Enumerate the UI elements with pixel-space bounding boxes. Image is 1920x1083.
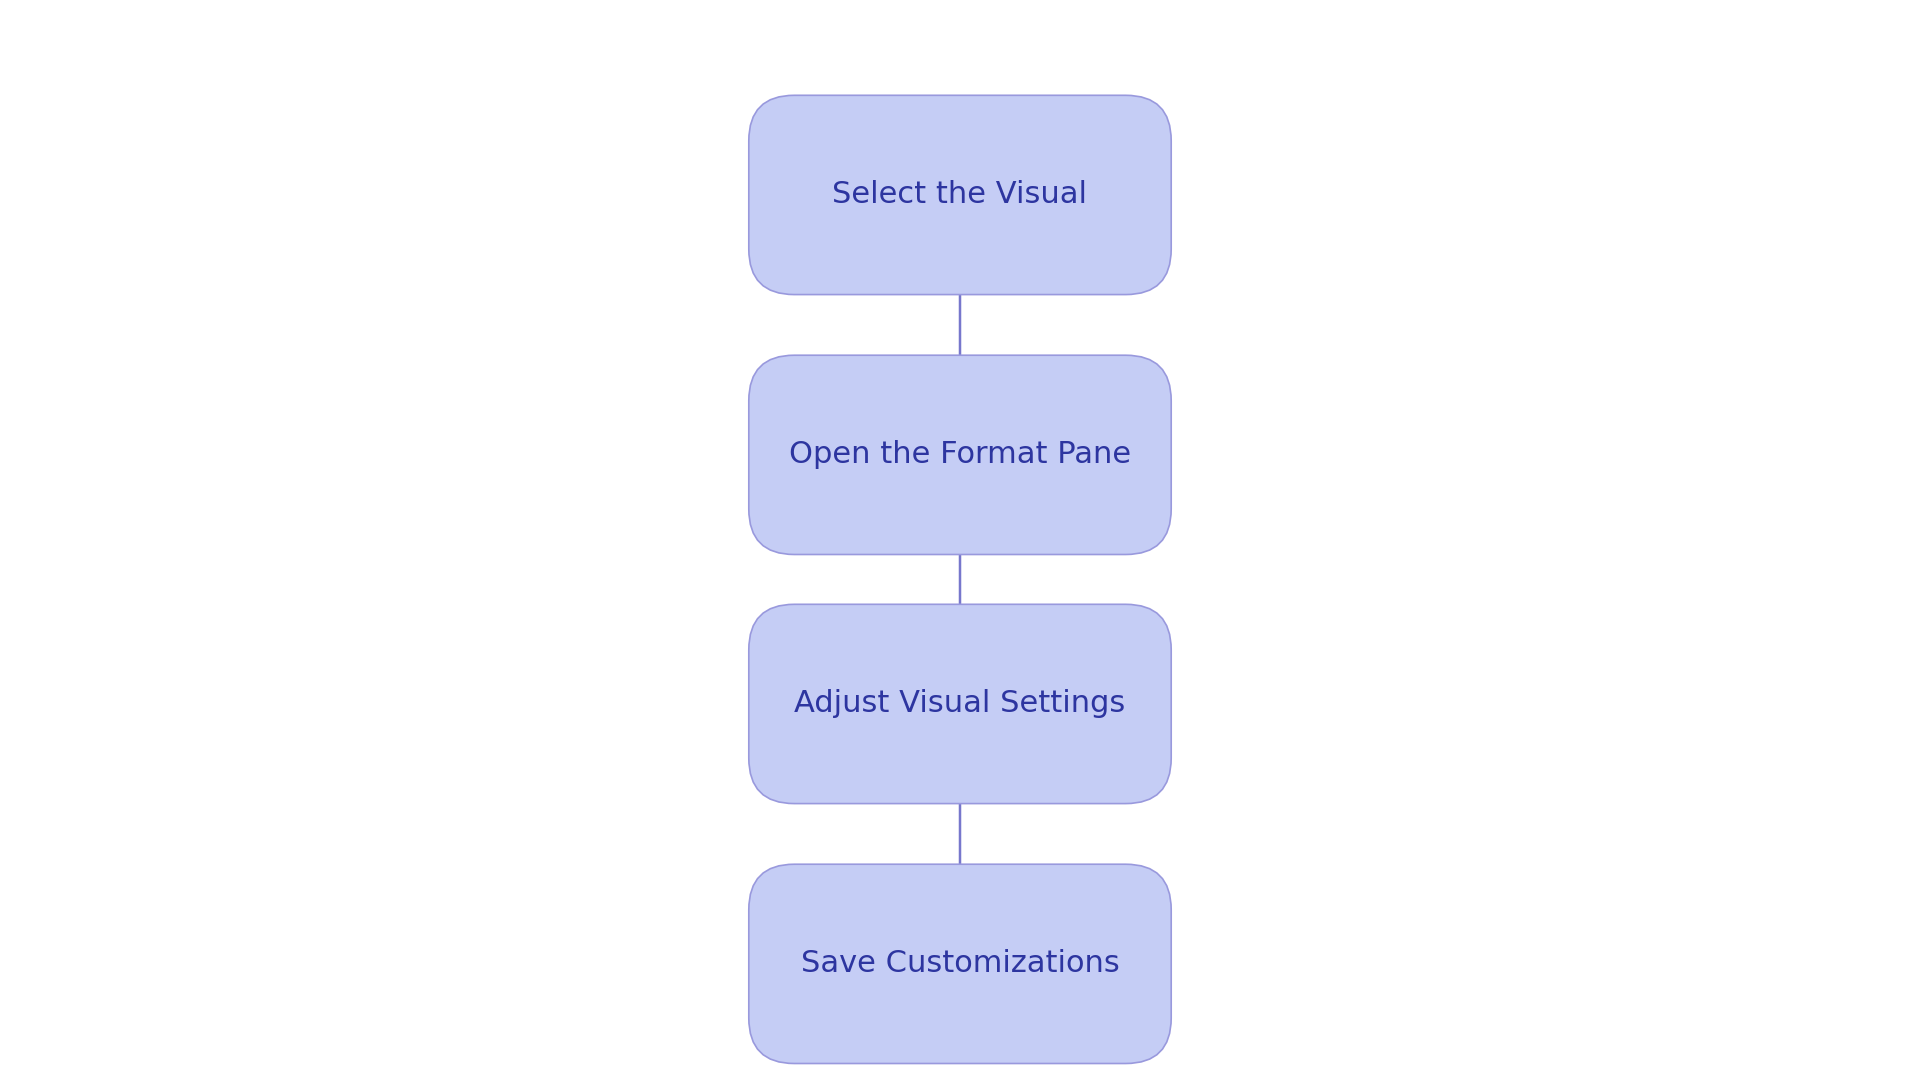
FancyBboxPatch shape — [749, 604, 1171, 804]
Text: Select the Visual: Select the Visual — [833, 181, 1087, 209]
Text: Save Customizations: Save Customizations — [801, 950, 1119, 978]
FancyBboxPatch shape — [749, 864, 1171, 1064]
FancyBboxPatch shape — [749, 355, 1171, 554]
Text: Adjust Visual Settings: Adjust Visual Settings — [795, 690, 1125, 718]
Text: Open the Format Pane: Open the Format Pane — [789, 441, 1131, 469]
FancyBboxPatch shape — [749, 95, 1171, 295]
